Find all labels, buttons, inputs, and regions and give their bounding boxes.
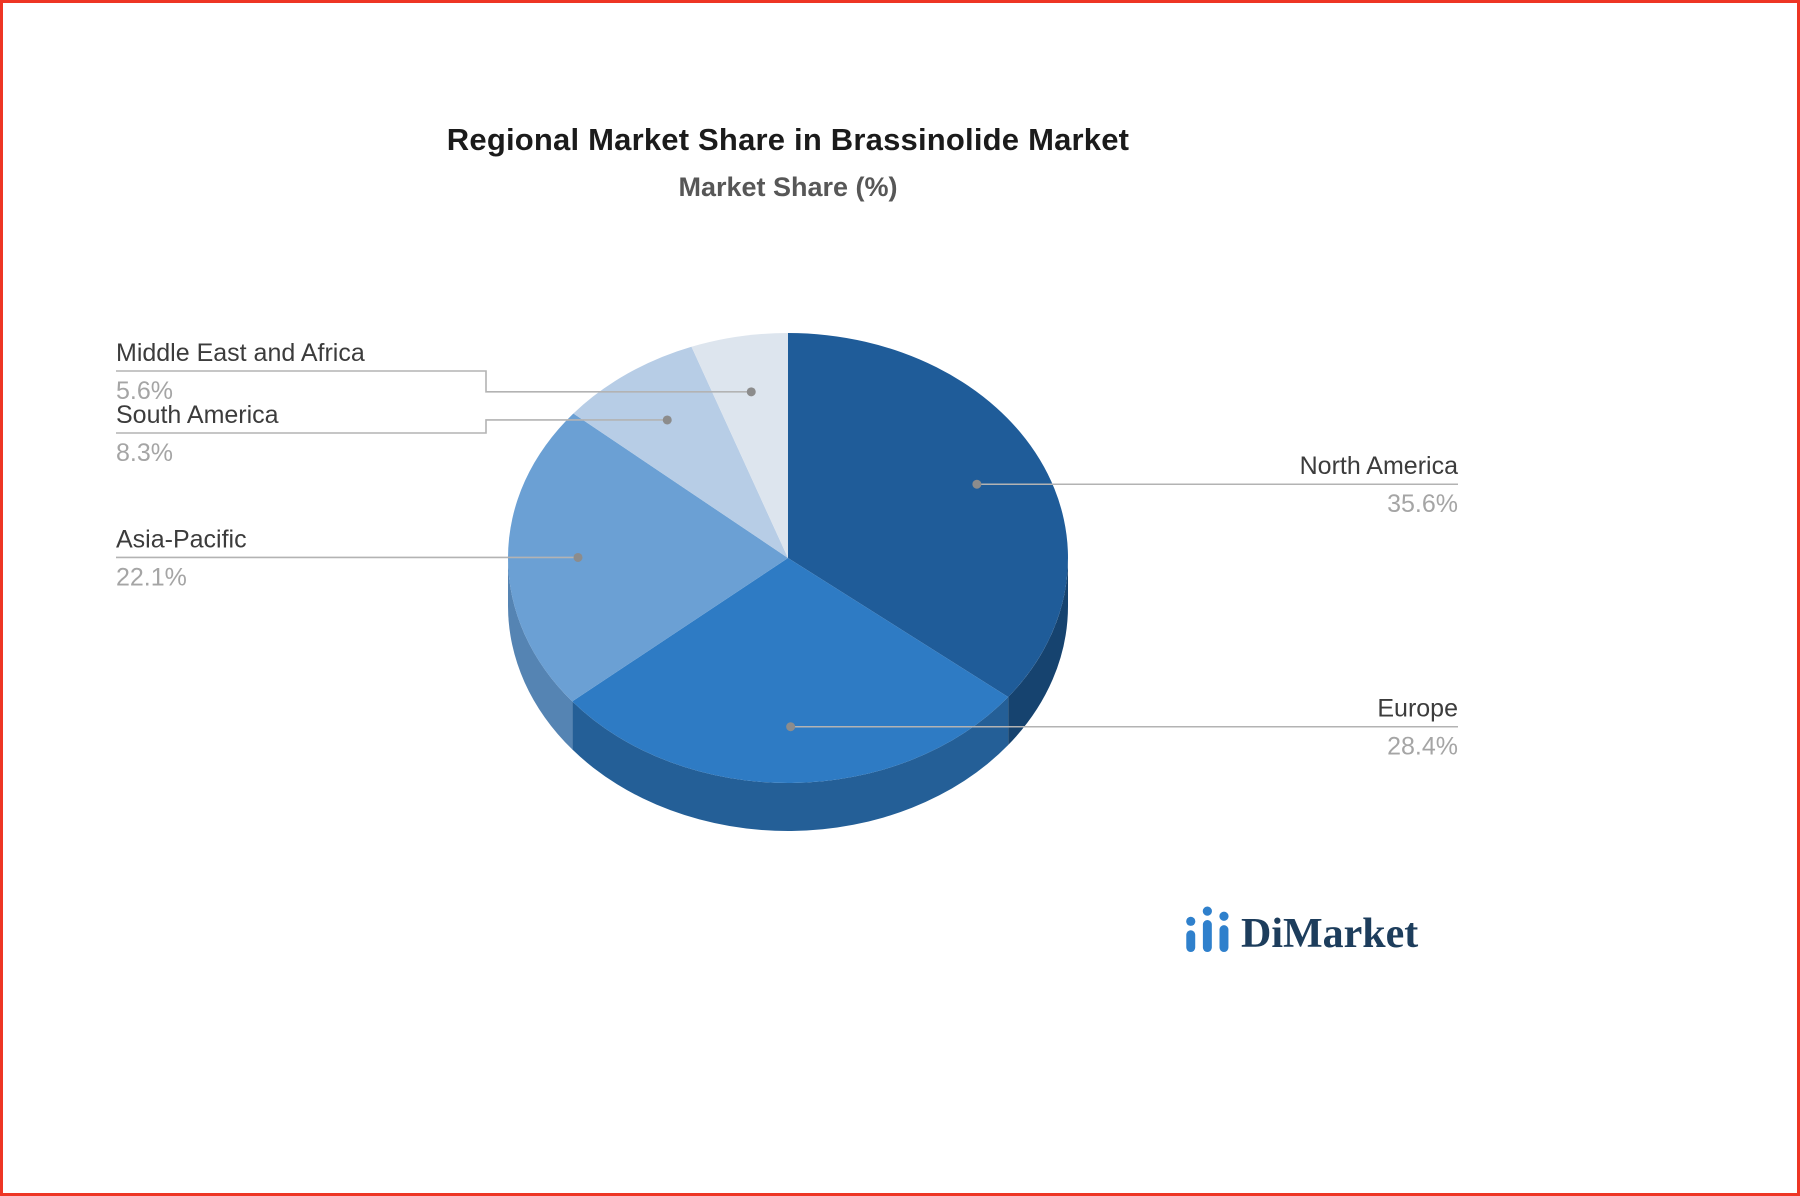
slice-value-north-america: 35.6% bbox=[1387, 490, 1458, 518]
pie-slice-depth-asia-pacific bbox=[508, 558, 573, 750]
pie-slice-middle-east-and-africa bbox=[691, 333, 788, 558]
leader-dot-europe bbox=[786, 722, 796, 732]
slice-value-middle-east-and-africa: 5.6% bbox=[116, 377, 173, 405]
slice-label-asia-pacific: Asia-Pacific bbox=[116, 525, 247, 553]
pie-chart: North America 35.6% Europe 28.4% Asia-Pacifi… bbox=[116, 333, 1458, 831]
leader-line-middle-east-and-africa bbox=[116, 370, 752, 393]
pie-slice-depth-north-america bbox=[1008, 558, 1068, 746]
slice-value-south-america: 8.3% bbox=[116, 439, 173, 467]
leader-dot-north-america bbox=[972, 479, 982, 489]
pie-slice-north-america bbox=[788, 333, 1069, 698]
leader-dot-middle-east-and-africa bbox=[746, 387, 756, 397]
leader-dot-south-america bbox=[662, 415, 672, 425]
dimarket-logo: DiMarket bbox=[1186, 906, 1418, 955]
pie-slice-asia-pacific bbox=[507, 413, 788, 702]
slice-label-middle-east-and-africa: Middle East and Africa bbox=[116, 339, 365, 367]
pie-slice-south-america bbox=[573, 346, 788, 558]
chart-subtitle: Market Share (%) bbox=[678, 172, 898, 202]
slice-label-europe: Europe bbox=[1377, 695, 1458, 723]
leader-line-south-america bbox=[116, 419, 668, 434]
slice-label-south-america: South America bbox=[116, 401, 279, 429]
dimarket-logo-text: DiMarket bbox=[1241, 911, 1419, 957]
slice-value-europe: 28.4% bbox=[1387, 733, 1458, 761]
leader-dot-asia-pacific bbox=[573, 552, 583, 562]
chart-title: Regional Market Share in Brassinolide Ma… bbox=[446, 122, 1130, 157]
bar-chart-logo-icon bbox=[1186, 906, 1229, 952]
pie-slice-depth-europe bbox=[572, 697, 1009, 831]
slice-value-asia-pacific: 22.1% bbox=[116, 563, 187, 591]
slice-label-north-america: North America bbox=[1300, 452, 1458, 480]
